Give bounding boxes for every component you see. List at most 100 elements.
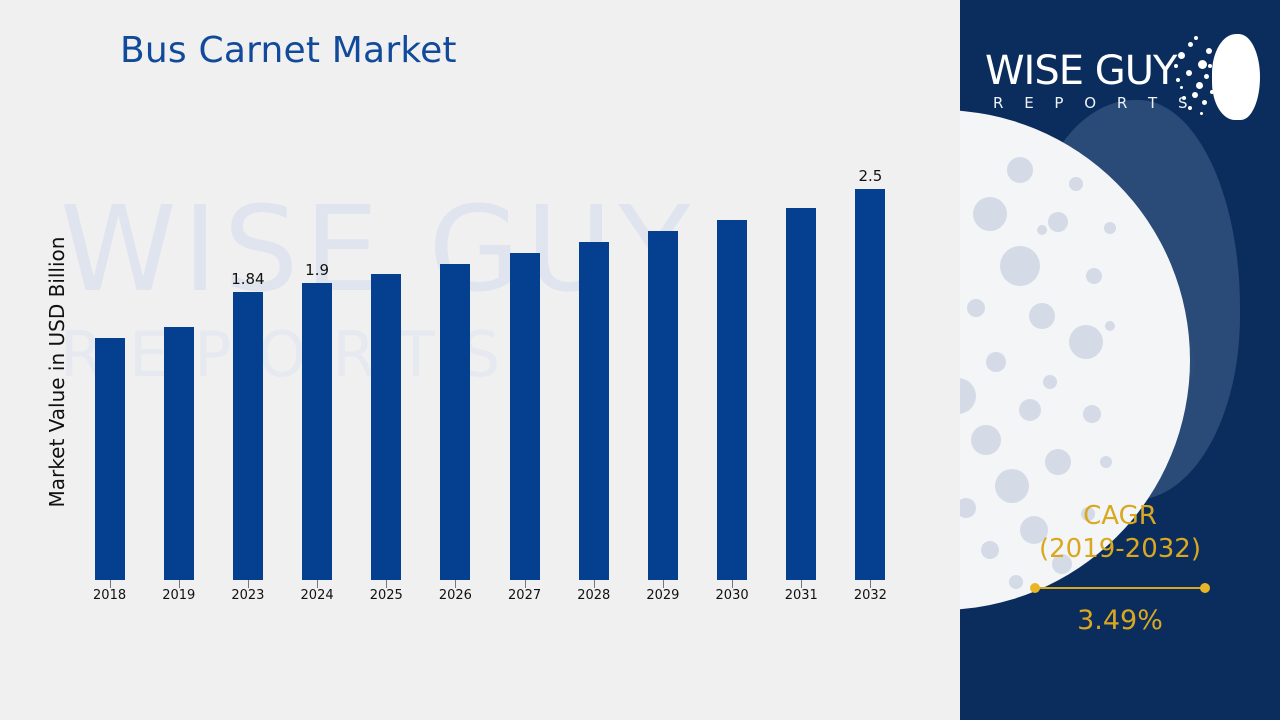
cagr-divider-knob-right xyxy=(1200,583,1210,593)
x-tick-2023 xyxy=(247,580,249,588)
plot-area: 2018 2019 1.84 2023 1.9 2024 2025 2026 2027 2028 2… xyxy=(75,150,905,603)
decorative-dot xyxy=(1069,177,1083,191)
bar-2024[interactable]: 1.9 xyxy=(302,261,333,580)
x-axis-label-2026: 2026 xyxy=(438,588,472,603)
x-tick-2025 xyxy=(386,580,388,588)
bar-2031[interactable] xyxy=(786,207,817,580)
decorative-dot xyxy=(1083,405,1101,423)
bar-2025[interactable] xyxy=(371,273,402,580)
bar-rect[interactable] xyxy=(578,242,609,580)
decorative-dot xyxy=(1105,321,1115,331)
bar-2032[interactable]: 2.5 xyxy=(855,167,886,580)
decorative-dot xyxy=(1045,449,1071,475)
decorative-dot xyxy=(1020,516,1048,544)
x-axis-label-2029: 2029 xyxy=(646,588,680,603)
bar-rect[interactable] xyxy=(717,220,748,580)
x-axis-label-2025: 2025 xyxy=(369,588,403,603)
logo-dot xyxy=(1208,64,1212,68)
bar-rect[interactable] xyxy=(647,231,678,580)
logo-head-shape xyxy=(1212,34,1260,120)
logo-dot xyxy=(1182,96,1186,100)
cagr-divider xyxy=(1030,583,1210,593)
decorative-dot xyxy=(1100,456,1112,468)
x-axis-label-2028: 2028 xyxy=(577,588,611,603)
decorative-dot xyxy=(986,352,1006,372)
cagr-divider-line xyxy=(1035,587,1205,589)
bar-rect[interactable] xyxy=(509,253,540,580)
logo-dot xyxy=(1192,92,1198,98)
logo-dot xyxy=(1198,60,1207,69)
decorative-dot xyxy=(995,469,1029,503)
cagr-divider-knob-left xyxy=(1030,583,1040,593)
x-axis-label-2027: 2027 xyxy=(508,588,542,603)
x-tick-2031 xyxy=(801,580,803,588)
bar-2030[interactable] xyxy=(717,220,748,580)
logo-dot xyxy=(1194,36,1198,40)
decorative-dot xyxy=(973,197,1007,231)
decorative-dot xyxy=(1052,554,1072,574)
bar-rect[interactable] xyxy=(371,273,402,580)
logo-dot xyxy=(1188,106,1192,110)
decorative-dot xyxy=(1009,575,1023,589)
bar-2018[interactable] xyxy=(94,337,125,580)
bar-value-label-2023: 1.84 xyxy=(231,270,265,289)
logo-face-icon xyxy=(1170,30,1260,122)
x-tick-2026 xyxy=(455,580,457,588)
bar-rect[interactable] xyxy=(855,189,886,580)
bar-2026[interactable] xyxy=(440,264,471,580)
logo-dot xyxy=(1188,42,1193,47)
x-axis-label-2030: 2030 xyxy=(715,588,749,603)
bar-rect[interactable] xyxy=(440,264,471,580)
logo-tagline: R E P O R T S xyxy=(993,94,1196,112)
bar-2019[interactable] xyxy=(163,326,194,580)
x-tick-2027 xyxy=(524,580,526,588)
decorative-dot xyxy=(967,299,985,317)
bar-2027[interactable] xyxy=(509,253,540,580)
x-axis-label-2024: 2024 xyxy=(300,588,334,603)
logo-dot xyxy=(1204,74,1209,79)
decorative-dot-cluster xyxy=(960,110,1190,610)
decorative-dot xyxy=(1086,268,1102,284)
bar-2028[interactable] xyxy=(578,242,609,580)
bar-rect[interactable] xyxy=(786,207,817,580)
decorative-dot xyxy=(1029,303,1055,329)
x-tick-2028 xyxy=(593,580,595,588)
page-title: Bus Carnet Market xyxy=(120,30,457,71)
logo-dot xyxy=(1200,112,1203,115)
decorative-dot xyxy=(981,541,999,559)
logo-dot xyxy=(1180,86,1183,89)
bar-rect[interactable] xyxy=(163,326,194,580)
bar-rect[interactable] xyxy=(302,282,333,580)
x-axis-label-2023: 2023 xyxy=(231,588,265,603)
decorative-dot xyxy=(1081,507,1095,521)
logo-dot xyxy=(1186,70,1192,76)
x-tick-2029 xyxy=(662,580,664,588)
y-axis-label: Market Value in USD Billion xyxy=(45,236,69,508)
logo-dot xyxy=(1178,52,1185,59)
cagr-range: (2019-2032) xyxy=(1038,533,1201,564)
x-axis-label-2031: 2031 xyxy=(784,588,818,603)
bar-rect[interactable] xyxy=(232,292,263,580)
logo-dot xyxy=(1174,64,1178,68)
x-tick-2018 xyxy=(109,580,111,588)
chart-panel: Bus Carnet Market WISE GUY REPORTS Marke… xyxy=(45,30,905,603)
decorative-dot xyxy=(971,425,1001,455)
decorative-dot xyxy=(1007,157,1033,183)
bar-2029[interactable] xyxy=(647,231,678,580)
x-tick-2024 xyxy=(317,580,319,588)
logo-dot xyxy=(1210,90,1214,94)
logo-wordmark: WISE GUY xyxy=(985,48,1177,94)
bar-2023[interactable]: 1.84 xyxy=(231,270,265,580)
logo-dot xyxy=(1202,100,1207,105)
decorative-dot xyxy=(1000,246,1040,286)
x-tick-2019 xyxy=(178,580,180,588)
x-tick-2030 xyxy=(732,580,734,588)
bar-rect[interactable] xyxy=(94,337,125,580)
bar-series: 2018 2019 1.84 2023 1.9 2024 2025 2026 2027 2028 2… xyxy=(75,150,905,603)
decorative-dot xyxy=(960,378,976,414)
cagr-title: CAGR xyxy=(1083,501,1157,531)
logo-dot xyxy=(1206,48,1212,54)
decorative-dot xyxy=(1104,222,1116,234)
x-tick-2032 xyxy=(870,580,872,588)
